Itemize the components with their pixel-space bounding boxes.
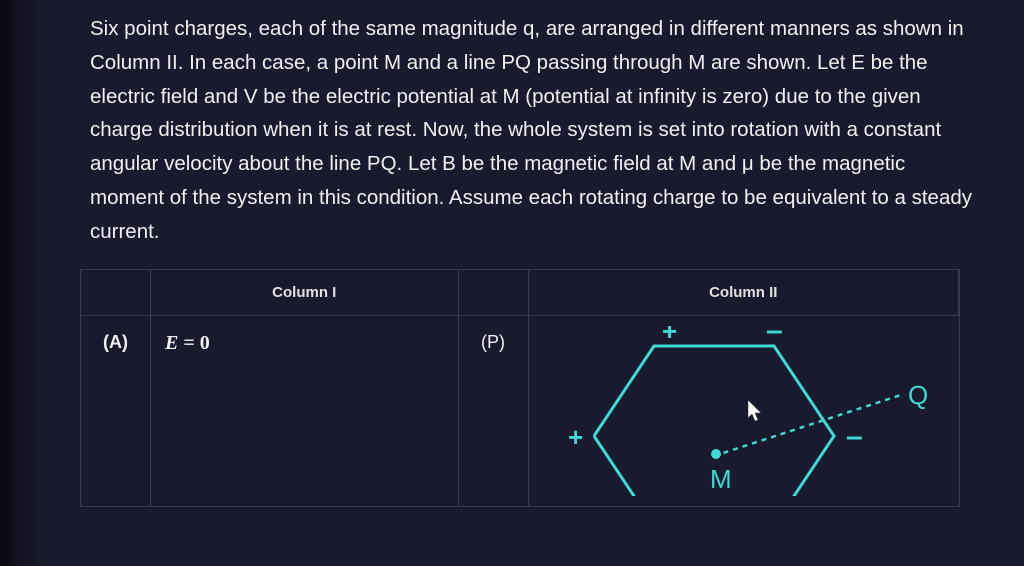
row-a-label: (A)	[81, 316, 151, 506]
header-col1: Column I	[151, 270, 459, 316]
row-a-content: E = 0	[151, 316, 459, 506]
header-empty-2	[459, 270, 529, 316]
math-e-eq-0: E = 0	[159, 332, 210, 355]
line-mq	[714, 394, 904, 456]
label-q: Q	[908, 380, 928, 410]
charge-tr-minus: –	[766, 326, 783, 347]
header-empty-1	[81, 270, 151, 316]
charge-l-plus: +	[568, 422, 583, 452]
page-left-shadow	[0, 0, 42, 566]
point-m	[711, 449, 721, 459]
question-block: Six point charges, each of the same magn…	[0, 0, 1024, 507]
charge-r-minus: –	[846, 420, 863, 453]
header-col2: Column II	[529, 270, 960, 316]
charge-tl-plus: +	[662, 326, 677, 346]
label-m: M	[710, 464, 732, 494]
hexagon-diagram: Q M + – + –	[554, 326, 934, 496]
row-p-label: (P)	[459, 316, 529, 506]
row-p-diagram: Q M + – + –	[529, 316, 960, 506]
mouse-cursor-icon	[748, 400, 766, 424]
match-table: Column I Column II (A) E = 0 (P) Q M +	[80, 269, 960, 507]
question-text: Six point charges, each of the same magn…	[90, 12, 984, 249]
